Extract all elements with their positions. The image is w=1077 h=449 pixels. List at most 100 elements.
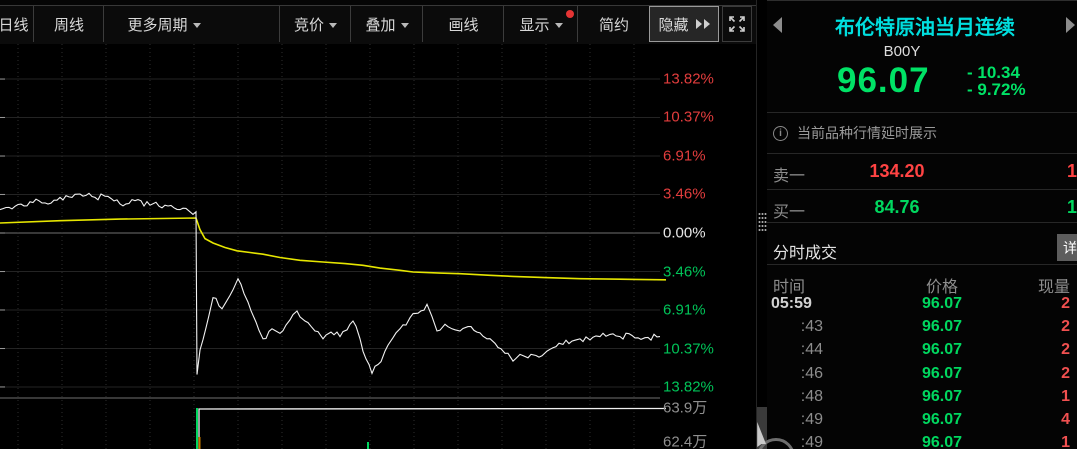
volume-axis-label: 63.9万: [663, 399, 708, 417]
tick-volume: 2: [1061, 364, 1070, 382]
tick-volume: 2: [1061, 318, 1070, 336]
bid-label: 买一: [773, 204, 806, 221]
mouse-cursor-icon: [757, 422, 766, 447]
instrument-code: B00Y: [883, 43, 921, 60]
tick-volume: 1: [1061, 387, 1070, 405]
tick-price: 96.07: [921, 434, 963, 449]
tick-row: :49 96.07 1: [767, 434, 1077, 449]
quote-panel: 布伦特原油当月连续 B00Y 96.07 - 10.34 - 9.72% i 当…: [767, 0, 1077, 449]
tick-time: :49: [800, 411, 823, 428]
y-axis-label-zero-0.00%: 0.00%: [663, 224, 706, 242]
toolbar-button-label: 竞价: [293, 16, 324, 34]
toolbar-button-周线[interactable]: 周线: [33, 6, 104, 42]
toolbar-button-隐藏[interactable]: 隐藏: [649, 6, 719, 42]
divider: [767, 189, 1077, 190]
instrument-title: 布伦特原油当月连续: [835, 17, 1015, 39]
toolbar-button-label: 叠加: [365, 16, 396, 34]
toolbar-button-叠加[interactable]: 叠加: [350, 6, 423, 42]
splitter-highlight: [757, 407, 768, 449]
y-axis-label-down-6.91%: 6.91%: [663, 301, 706, 319]
double-arrow-right-icon: [703, 19, 710, 29]
tick-time: :48: [800, 387, 823, 405]
intraday-chart: [0, 44, 667, 449]
double-arrow-right-icon: [695, 19, 702, 29]
price-change: - 10.34: [967, 63, 1020, 82]
chevron-down-icon: [400, 22, 409, 28]
col-header-price: 价格: [925, 279, 958, 296]
tick-time: :46: [800, 364, 823, 382]
expand-icon: [729, 16, 745, 32]
toolbar-button-label: 更多周期: [127, 16, 188, 34]
tick-price: 96.07: [921, 411, 963, 428]
ask-price: 134.20: [869, 161, 925, 181]
tick-volume: 1: [1061, 434, 1070, 449]
ask-volume-partial: 1: [1067, 161, 1077, 181]
info-icon: i: [773, 125, 788, 141]
y-axis-label-up-3.46%: 3.46%: [663, 185, 706, 203]
volume-axis-label: 62.4万: [663, 433, 708, 449]
y-axis-label-down-10.37%: 10.37%: [663, 340, 714, 358]
price-change-percent: - 9.72%: [967, 80, 1026, 99]
toolbar-button-label: 隐藏: [658, 16, 689, 34]
toolbar-button-画线[interactable]: 画线: [422, 6, 504, 42]
chevron-down-icon: [554, 22, 563, 28]
intraday-chart-area[interactable]: 13.82% 10.37% 6.91% 3.46% 0.00% 3.46% 6.91% 10.…: [0, 44, 757, 449]
fullscreen-button[interactable]: [722, 6, 752, 42]
divider: [767, 153, 1077, 154]
tick-time: 05:59: [771, 295, 812, 312]
tick-row: 05:59 96.07 2: [767, 295, 1077, 318]
tick-section-title: 分时成交: [773, 245, 838, 262]
y-axis-label-up-6.91%: 6.91%: [663, 147, 706, 165]
delay-notice-text: 当前品种行情延时展示: [797, 125, 937, 141]
notification-dot: [566, 10, 574, 18]
ask-label: 卖一: [773, 168, 806, 185]
y-axis-label-up-10.37%: 10.37%: [663, 108, 714, 126]
tick-price: 96.07: [921, 364, 963, 382]
tick-row: :46 96.07 2: [767, 365, 1077, 388]
y-axis-label-up-13.82%: 13.82%: [663, 70, 714, 88]
tick-row: :43 96.07 2: [767, 318, 1077, 341]
toolbar-button-日线[interactable]: 日线: [0, 6, 33, 42]
col-header-time: 时间: [773, 279, 806, 296]
y-axis-label-down-13.82%: 13.82%: [663, 378, 714, 396]
chart-toolbar: 日线 周线 更多周期 竞价 叠加 画线 显示 简约 隐藏: [0, 5, 757, 45]
toolbar-button-label: 画线: [448, 16, 479, 34]
toolbar-button-竞价[interactable]: 竞价: [279, 6, 351, 42]
prev-instrument-arrow-icon[interactable]: [773, 17, 782, 33]
tick-price: 96.07: [921, 318, 963, 336]
chevron-down-icon: [329, 22, 337, 28]
toolbar-button-label: 日线: [0, 16, 29, 34]
toolbar-button-显示[interactable]: 显示: [503, 6, 578, 42]
tick-row: :49 96.07 4: [767, 411, 1077, 434]
toolbar-button-label: 周线: [53, 16, 84, 34]
tick-time: :43: [800, 318, 823, 336]
bid-price: 84.76: [874, 197, 920, 217]
tick-volume: 2: [1061, 295, 1070, 312]
toolbar-button-更多周期[interactable]: 更多周期: [103, 6, 224, 42]
tick-price: 96.07: [921, 295, 963, 312]
toolbar-button-简约[interactable]: 简约: [577, 6, 650, 42]
tick-price: 96.07: [921, 341, 963, 359]
divider: [767, 264, 1077, 265]
tick-row: :44 96.07 2: [767, 341, 1077, 364]
y-axis-label-down-3.46%: 3.46%: [663, 263, 706, 281]
tick-time: :49: [800, 434, 823, 449]
bid-volume-partial: 1: [1067, 197, 1077, 217]
splitter-grip-icon: [758, 212, 767, 239]
toolbar-button-label: 显示: [519, 16, 550, 34]
tick-row: :48 96.07 1: [767, 388, 1077, 411]
toolbar-button-label: 简约: [598, 16, 629, 34]
tick-price: 96.07: [921, 387, 963, 405]
panel-splitter[interactable]: [756, 0, 768, 449]
tick-detail-button[interactable]: 详: [1057, 234, 1077, 261]
tick-volume: 2: [1061, 341, 1070, 359]
tick-time: :44: [800, 341, 823, 359]
col-header-volume: 现量: [1037, 279, 1070, 296]
chevron-down-icon: [192, 22, 201, 28]
last-price: 96.07: [837, 61, 930, 100]
divider: [767, 222, 1077, 223]
tick-volume: 4: [1061, 411, 1070, 428]
next-instrument-arrow-icon[interactable]: [1066, 17, 1075, 33]
delay-notice-row: i 当前品种行情延时展示: [773, 123, 937, 143]
